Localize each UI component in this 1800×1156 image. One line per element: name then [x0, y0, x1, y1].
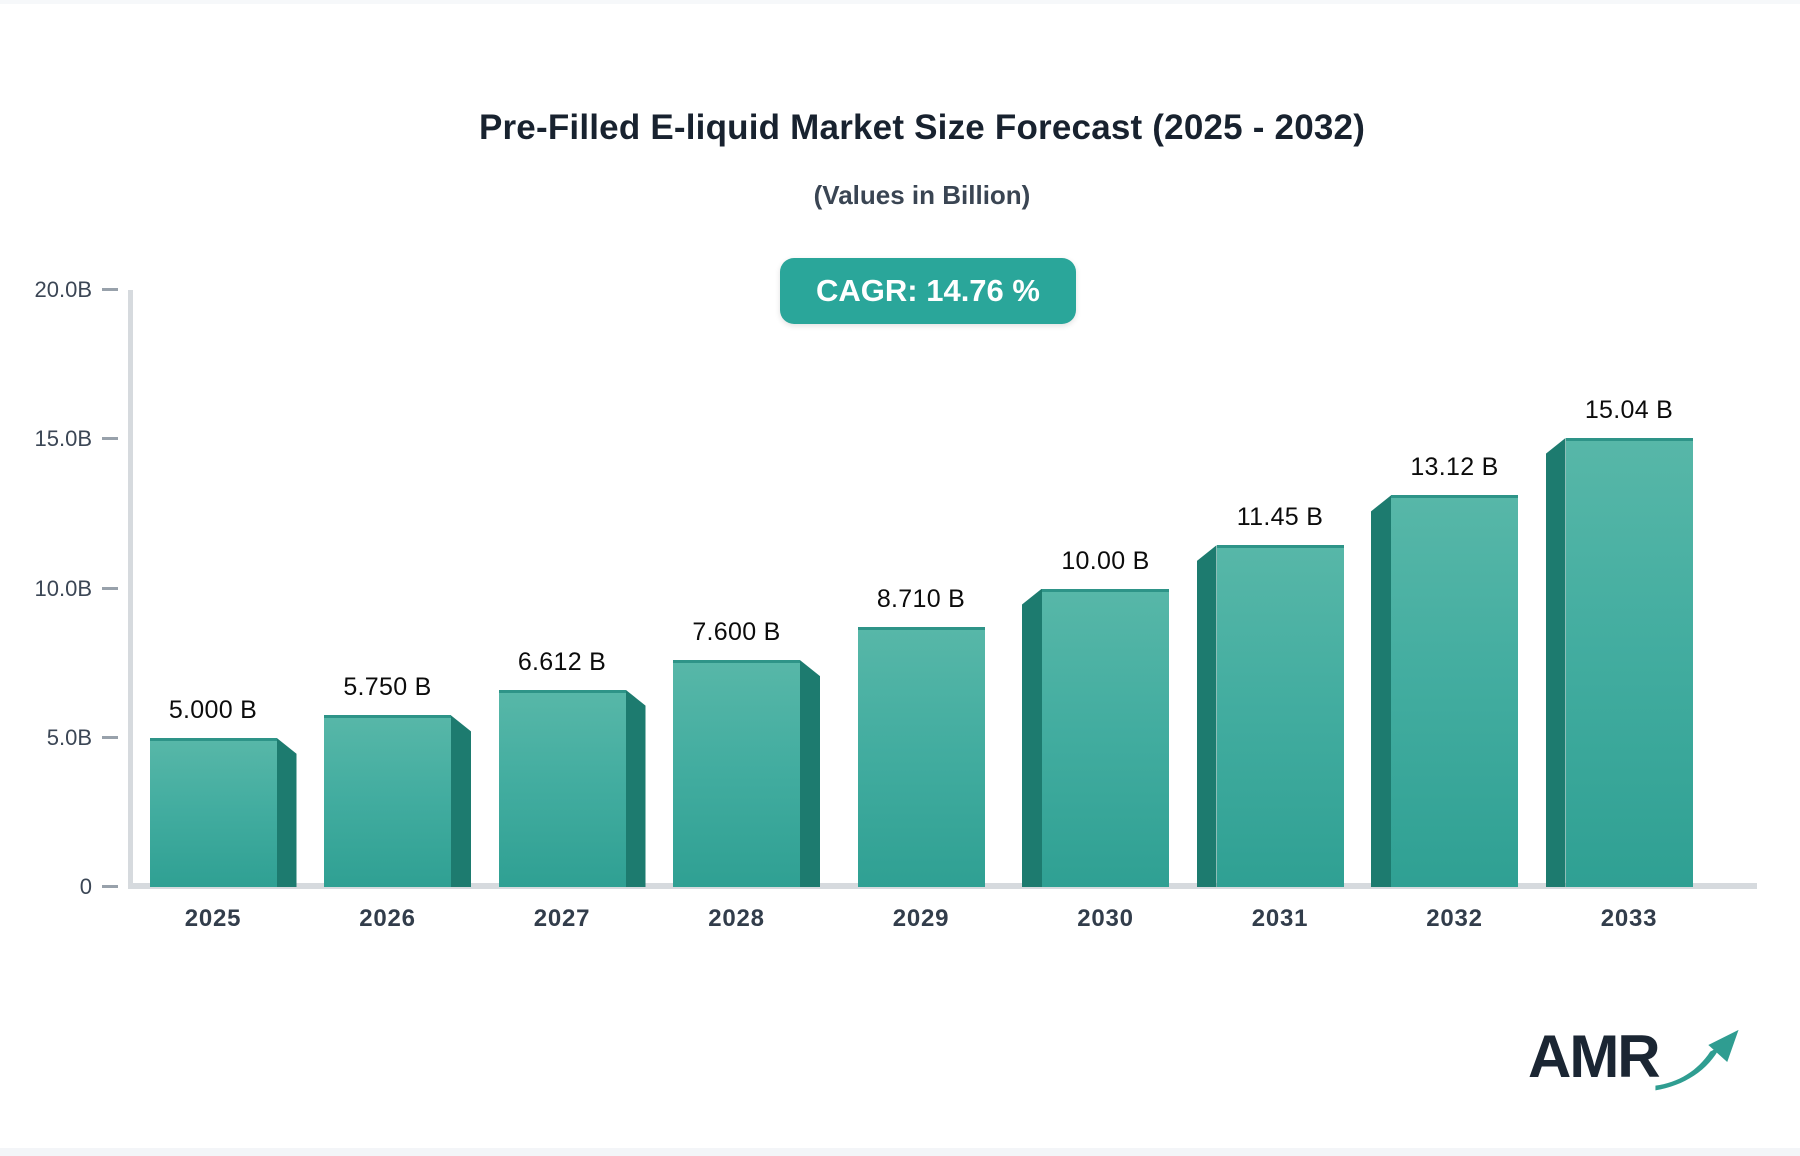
bar-3d-side	[276, 737, 297, 887]
bar-value-label: 10.00 B	[1061, 546, 1150, 575]
bar-3d-side	[1371, 495, 1391, 887]
x-axis-label-2026: 2026	[359, 905, 416, 932]
bar-value-label: 11.45 B	[1236, 503, 1324, 532]
bar-value-label: 15.04 B	[1584, 396, 1674, 425]
y-tick-label: 20.0B	[34, 277, 93, 302]
y-tick-mark	[102, 885, 118, 888]
x-axis-label-2031: 2031	[1251, 905, 1309, 932]
bar-2026	[324, 715, 451, 887]
x-axis-label-2029: 2029	[892, 905, 950, 932]
bar-2032	[1391, 495, 1518, 887]
bar-value-label: 13.12 B	[1410, 453, 1499, 482]
y-tick-label: 15.0B	[34, 426, 93, 452]
y-tick-mark	[102, 437, 118, 441]
y-tick-label: 10.0B	[34, 575, 93, 601]
page-bottom-strip	[0, 1148, 1800, 1156]
bar-2025	[149, 737, 277, 887]
x-axis-label-2030: 2030	[1077, 905, 1134, 932]
brand-logo-text: AMR	[1528, 1023, 1661, 1090]
cagr-badge: CAGR: 14.76 %	[780, 258, 1076, 324]
x-axis-label-2033: 2033	[1600, 905, 1658, 932]
y-axis-line	[128, 290, 133, 889]
bar-3d-side	[1196, 545, 1217, 887]
y-tick-label: 5.0B	[46, 724, 92, 750]
bar-2031	[1216, 545, 1344, 887]
bar-value-label: 5.000 B	[168, 695, 258, 724]
y-tick-label: 0	[79, 874, 92, 899]
bar-2030	[1042, 588, 1169, 887]
bar-2029	[857, 627, 985, 887]
y-tick-mark	[102, 586, 118, 590]
growth-arrow-icon	[1655, 1029, 1739, 1091]
bar-value-label: 8.710 B	[876, 585, 966, 613]
y-tick-mark	[102, 288, 118, 291]
bar-3d-side	[1022, 588, 1042, 887]
bar-2028	[673, 660, 800, 887]
bar-value-label: 6.612 B	[517, 647, 607, 676]
bar-2033	[1565, 438, 1693, 887]
bar-3d-side	[625, 689, 646, 887]
x-axis-label-2027: 2027	[533, 905, 591, 932]
bar-2027	[498, 689, 626, 887]
bar-value-label: 5.750 B	[343, 673, 432, 702]
bar-3d-side	[451, 715, 471, 887]
chart-subtitle: (Values in Billion)	[813, 180, 1031, 210]
bar-value-label: 7.600 B	[692, 618, 781, 647]
chart-title: Pre-Filled E-liquid Market Size Forecast…	[478, 108, 1366, 147]
x-axis-label-2025: 2025	[184, 905, 242, 932]
bar-3d-side	[800, 660, 820, 887]
bar-3d-side	[1545, 438, 1566, 887]
brand-logo: AMR	[1528, 1026, 1741, 1096]
page-top-strip	[0, 0, 1800, 4]
x-axis-label-2028: 2028	[708, 905, 765, 932]
x-axis-label-2032: 2032	[1426, 905, 1483, 932]
y-tick-mark	[102, 735, 118, 739]
